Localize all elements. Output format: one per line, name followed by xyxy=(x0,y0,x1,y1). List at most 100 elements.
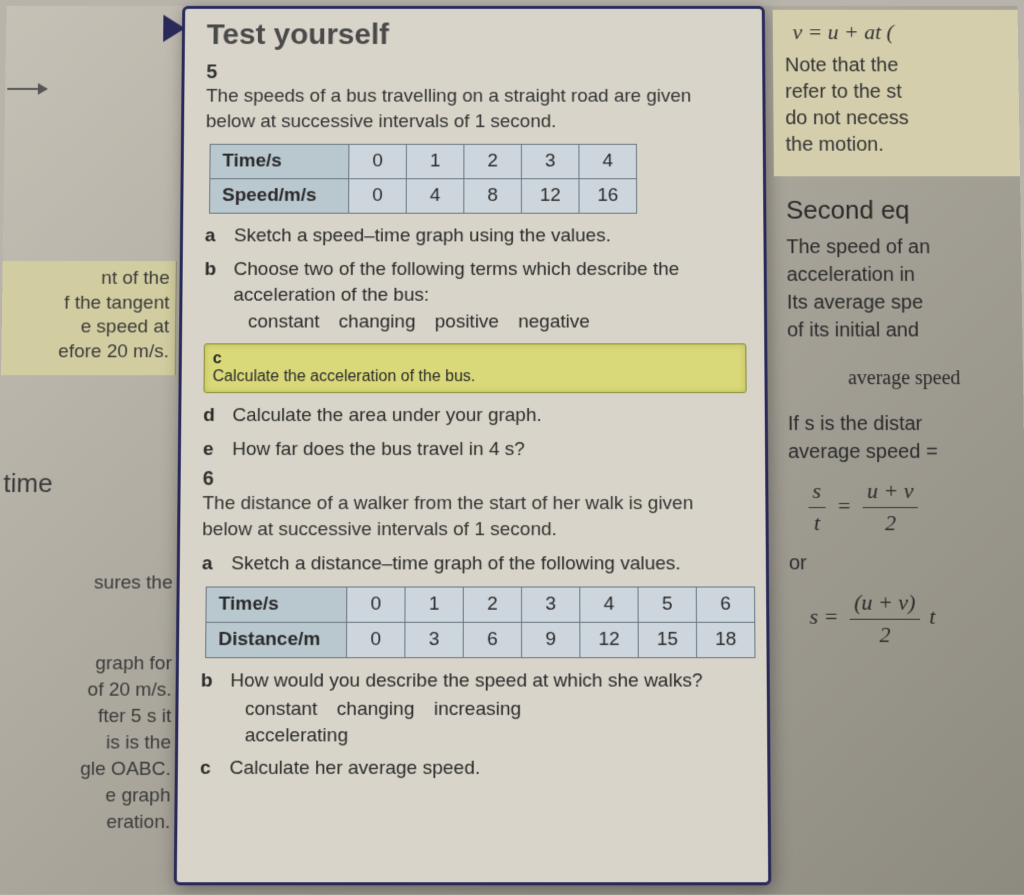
q6-cell: 1 xyxy=(405,587,463,622)
left-frag: fter 5 s it xyxy=(0,704,171,730)
q5e: e How far does the bus travel in 4 s? xyxy=(203,437,747,463)
q5c-highlight: c Calculate the acceleration of the bus. xyxy=(203,344,746,394)
sub-label: b xyxy=(204,257,228,282)
right-avg-eq: average speed = xyxy=(788,438,1022,466)
q5c-text: Calculate the acceleration of the bus. xyxy=(213,368,722,386)
q6b: b How would you describe the speed at wh… xyxy=(201,669,749,695)
right-avg-speed: average speed xyxy=(787,365,1021,393)
table-row: Speed/m/s 0 4 8 12 16 xyxy=(210,179,637,213)
frac-den: 2 xyxy=(863,508,918,539)
left-frag: of 20 m/s. xyxy=(0,677,172,703)
q6-cell: 5 xyxy=(638,587,696,622)
q5-cell: 3 xyxy=(521,145,579,179)
table-row: Time/s 0 1 2 3 4 5 6 xyxy=(206,587,755,622)
q5-cell: 0 xyxy=(349,179,407,213)
q5-rowhdr-time: Time/s xyxy=(210,145,349,179)
right-if-s: If s is the distar xyxy=(788,410,1022,438)
q6-table: Time/s 0 1 2 3 4 5 6 Distance/m 0 3 6 9 … xyxy=(205,587,755,659)
q5-cell: 8 xyxy=(464,179,522,213)
q5-cell: 4 xyxy=(579,145,637,179)
q5-cell: 12 xyxy=(521,179,579,213)
frac-num: (u + v) xyxy=(850,587,920,619)
right-note-line: Note that the xyxy=(785,52,1015,78)
q5b-text: Choose two of the following terms which … xyxy=(233,257,741,308)
q6-cell: 0 xyxy=(347,587,405,622)
equals-sign: = xyxy=(831,493,858,518)
right-para-line: Its average spe xyxy=(787,289,1020,317)
left-note-line: nt of the xyxy=(6,267,170,291)
left-margin-note: nt of the f the tangent e speed at efore… xyxy=(1,261,177,375)
sub-label: b xyxy=(201,669,225,695)
sub-label: a xyxy=(202,551,226,577)
q6a: a Sketch a distance–time graph of the fo… xyxy=(202,551,748,577)
sub-label: a xyxy=(205,224,229,249)
left-heading-time: time xyxy=(3,466,53,501)
q6-cell: 6 xyxy=(463,623,521,658)
right-note-box: v = u + at ( Note that the refer to the … xyxy=(773,10,1020,176)
fraction: s t xyxy=(808,476,825,539)
sub-label: c xyxy=(200,756,224,782)
left-note-line: f the tangent xyxy=(6,291,170,315)
left-frag: eration. xyxy=(0,810,170,836)
page-background: nt of the f the tangent e speed at efore… xyxy=(0,6,1024,895)
right-para-line: The speed of an xyxy=(786,234,1019,262)
q6b-text: How would you describe the speed at whic… xyxy=(230,669,744,695)
q5-number: 5 xyxy=(206,62,228,84)
right-para-line: acceleration in xyxy=(787,261,1020,289)
q5a: a Sketch a speed–time graph using the va… xyxy=(205,224,746,249)
q5b: b Choose two of the following terms whic… xyxy=(204,257,746,308)
q5-cell: 0 xyxy=(349,145,407,179)
left-frag: graph for xyxy=(1,651,172,677)
q6b-terms2: accelerating xyxy=(200,725,749,747)
right-column: Second eq The speed of an acceleration i… xyxy=(774,182,1024,661)
q6c: c Calculate her average speed. xyxy=(200,756,749,782)
q5-text: The speeds of a bus travelling on a stra… xyxy=(206,84,721,134)
q5-cell: 2 xyxy=(464,145,522,179)
q5-cell: 16 xyxy=(579,179,637,213)
q5b-terms: constant changing positive negative xyxy=(204,312,746,334)
fraction: (u + v) 2 xyxy=(850,587,920,650)
q5-cell: 1 xyxy=(406,145,464,179)
q5d: d Calculate the area under your graph. xyxy=(203,403,747,429)
frac-den: 2 xyxy=(850,620,920,651)
q6-cell: 3 xyxy=(522,587,580,622)
question-6: 6 The distance of a walker from the star… xyxy=(200,468,749,781)
left-frag: e graph xyxy=(0,783,171,809)
left-frag: is is the xyxy=(0,730,171,756)
q5e-text: How far does the bus travel in 4 s? xyxy=(232,437,742,463)
q6-cell: 18 xyxy=(696,623,755,658)
q6-cell: 6 xyxy=(696,587,754,622)
q6c-text: Calculate her average speed. xyxy=(230,756,745,782)
formula-s-over-t: s t = u + v 2 xyxy=(808,476,1023,539)
question-5: 5 The speeds of a bus travelling on a st… xyxy=(203,62,747,463)
right-para-line: of its initial and xyxy=(787,317,1021,345)
right-note-line: the motion. xyxy=(785,132,1015,159)
right-note-line: refer to the st xyxy=(785,79,1015,105)
arrow-icon xyxy=(7,88,47,90)
eq-v-uat: v = u + at ( xyxy=(792,18,1014,47)
s-eq-lhs: s = xyxy=(809,604,844,629)
q6-number: 6 xyxy=(203,468,225,491)
q6-cell: 3 xyxy=(405,623,463,658)
sub-label: e xyxy=(203,437,227,463)
frac-den: t xyxy=(809,508,826,539)
q6-cell: 15 xyxy=(638,623,696,658)
frac-num: u + v xyxy=(863,476,918,508)
sub-label: c xyxy=(213,351,237,369)
q5d-text: Calculate the area under your graph. xyxy=(232,403,742,429)
formula-s-eq: s = (u + v) 2 t xyxy=(809,587,1024,650)
q5-cell: 4 xyxy=(406,179,464,213)
sub-label: d xyxy=(203,403,227,429)
q6-text: The distance of a walker from the start … xyxy=(202,492,723,543)
box-title: Test yourself xyxy=(207,19,745,52)
q5-table: Time/s 0 1 2 3 4 Speed/m/s 0 4 8 12 16 xyxy=(209,144,637,214)
box-tab-icon xyxy=(163,15,185,42)
s-eq-tail: t xyxy=(925,604,935,629)
right-or: or xyxy=(789,549,1024,577)
left-note-line: efore 20 m/s. xyxy=(5,340,169,365)
right-note-line: do not necess xyxy=(785,105,1015,131)
q5a-text: Sketch a speed–time graph using the valu… xyxy=(234,224,741,249)
left-frag: sures the xyxy=(2,570,173,596)
q6a-text: Sketch a distance–time graph of the foll… xyxy=(231,551,743,577)
q6-cell: 4 xyxy=(580,587,638,622)
